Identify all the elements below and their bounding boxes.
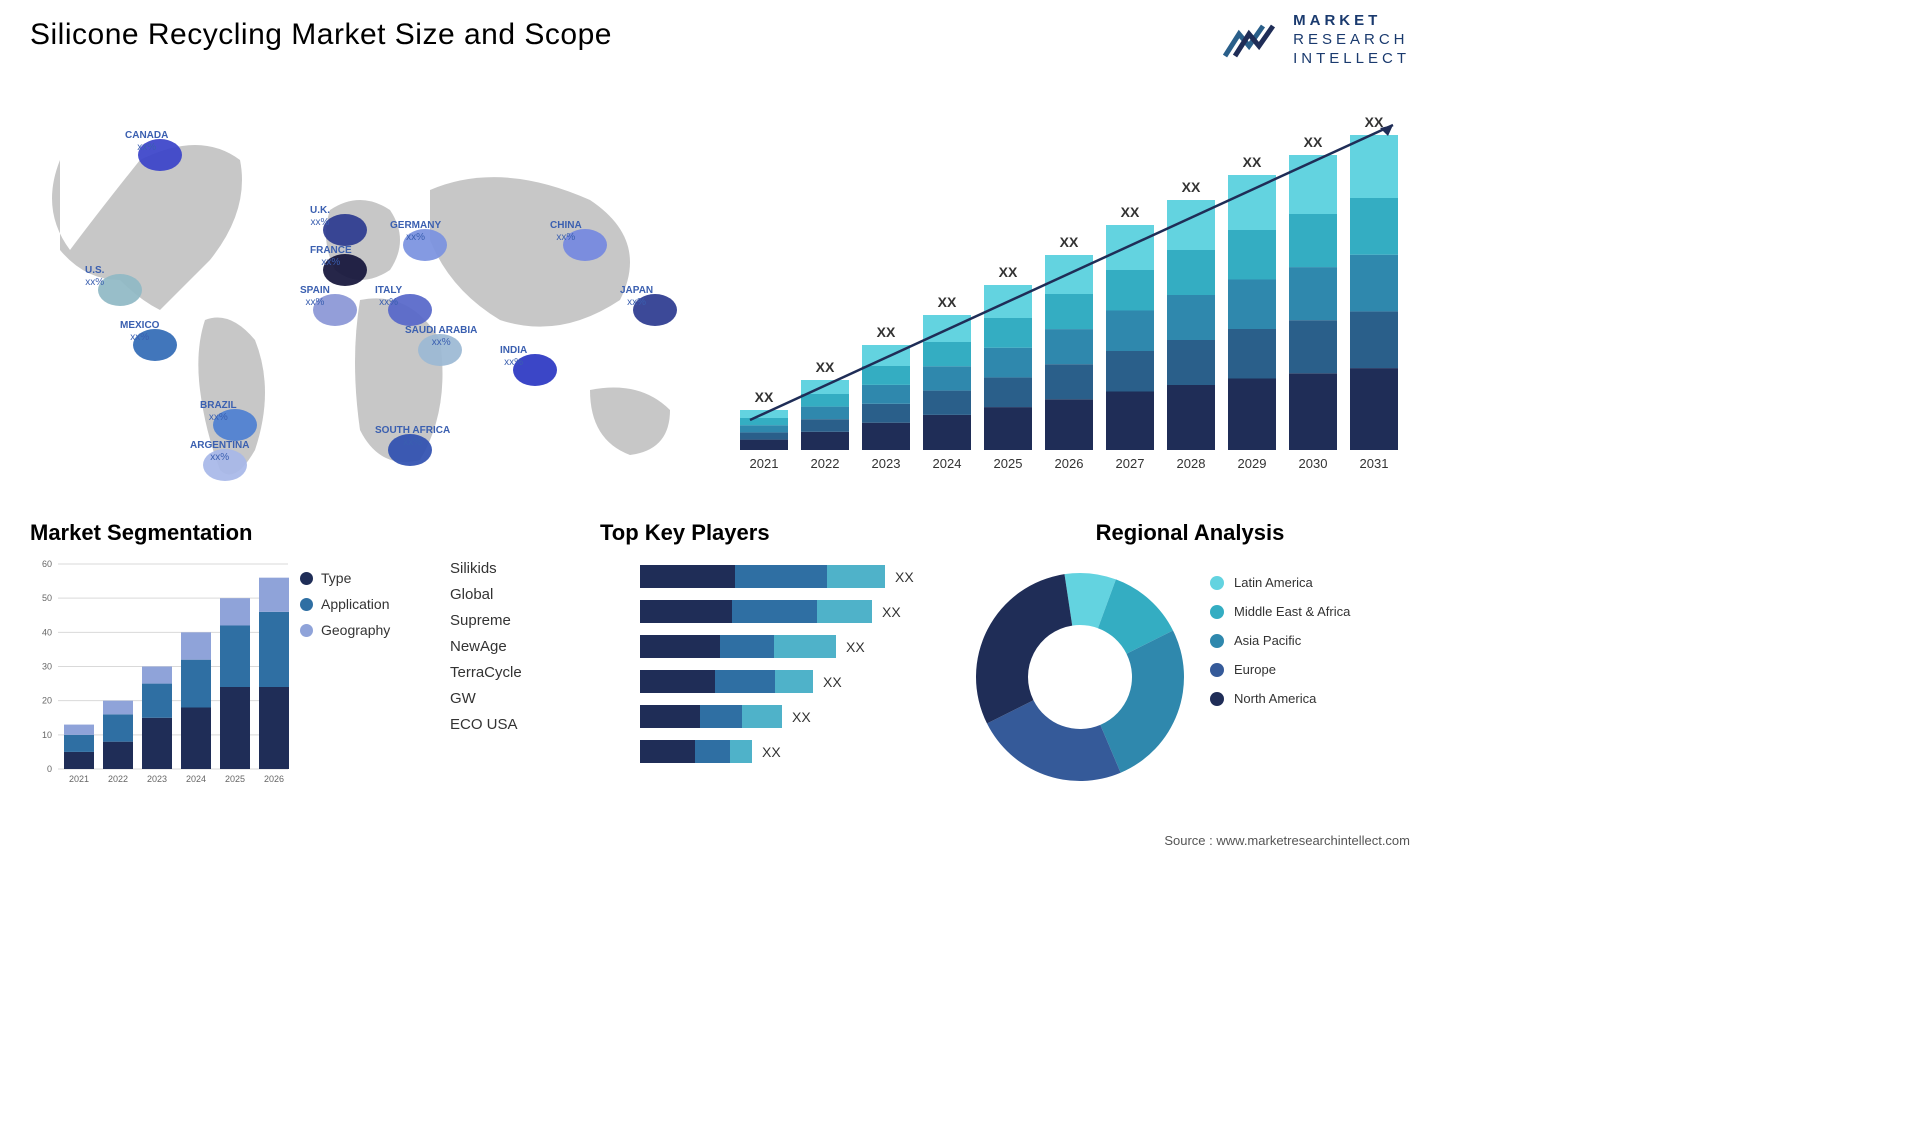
svg-text:30: 30	[42, 662, 52, 672]
kp-bar-row: XX	[640, 635, 940, 658]
map-label-southafrica: SOUTH AFRICAxx%	[375, 425, 450, 449]
svg-text:XX: XX	[755, 389, 774, 405]
main-bar-chart: XX 2021 XX 2022 XX 2023 XX 2024 XX 2025 XX 2026 XX 20…	[730, 100, 1410, 480]
svg-text:2024: 2024	[933, 456, 962, 471]
kp-bar-row: XX	[640, 740, 940, 763]
svg-text:2030: 2030	[1299, 456, 1328, 471]
svg-text:XX: XX	[1121, 204, 1140, 220]
logo-line3: INTELLECT	[1293, 50, 1410, 69]
segmentation-title: Market Segmentation	[30, 520, 450, 546]
svg-text:2025: 2025	[225, 774, 245, 784]
kp-bar-row: XX	[640, 670, 940, 693]
svg-text:XX: XX	[877, 324, 896, 340]
kp-list-item: NewAge	[450, 638, 522, 655]
svg-text:20: 20	[42, 696, 52, 706]
segmentation-legend: Type Application Geography	[300, 570, 390, 648]
kp-list-item: TerraCycle	[450, 664, 522, 681]
key-players-region: Top Key Players SilikidsGlobalSupremeNew…	[450, 520, 940, 546]
svg-text:XX: XX	[938, 294, 957, 310]
kp-bar-row: XX	[640, 705, 940, 728]
map-label-uk: U.K.xx%	[310, 205, 330, 229]
regional-title: Regional Analysis	[970, 520, 1410, 546]
logo: MARKET RESEARCH INTELLECT	[1223, 12, 1410, 68]
svg-text:2024: 2024	[186, 774, 206, 784]
regional-legend-item: Asia Pacific	[1210, 633, 1350, 648]
svg-text:60: 60	[42, 559, 52, 569]
seg-legend-item: Type	[300, 570, 390, 586]
regional-legend-item: Middle East & Africa	[1210, 604, 1350, 619]
svg-text:0: 0	[47, 764, 52, 774]
regional-legend-item: Latin America	[1210, 575, 1350, 590]
logo-line1: MARKET	[1293, 12, 1410, 31]
map-label-brazil: BRAZILxx%	[200, 400, 237, 424]
map-label-japan: JAPANxx%	[620, 285, 653, 309]
svg-text:2023: 2023	[147, 774, 167, 784]
svg-text:40: 40	[42, 627, 52, 637]
svg-text:XX: XX	[999, 264, 1018, 280]
svg-text:XX: XX	[1243, 154, 1262, 170]
map-label-spain: SPAINxx%	[300, 285, 330, 309]
kp-list-item: Global	[450, 586, 522, 603]
map-label-france: FRANCExx%	[310, 245, 352, 269]
svg-text:2023: 2023	[872, 456, 901, 471]
world-map-region: CANADAxx% U.S.xx% MEXICOxx% BRAZILxx% ARGENT…	[30, 90, 710, 490]
source-text: Source : www.marketresearchintellect.com	[1164, 833, 1410, 848]
map-label-mexico: MEXICOxx%	[120, 320, 159, 344]
regional-donut	[970, 565, 1190, 785]
regional-legend: Latin America Middle East & Africa Asia Pa…	[1210, 575, 1350, 720]
svg-text:XX: XX	[1304, 134, 1323, 150]
map-label-germany: GERMANYxx%	[390, 220, 441, 244]
logo-icon	[1223, 18, 1283, 62]
regional-legend-item: North America	[1210, 691, 1350, 706]
svg-text:50: 50	[42, 593, 52, 603]
svg-text:2025: 2025	[994, 456, 1023, 471]
svg-text:XX: XX	[816, 359, 835, 375]
logo-line2: RESEARCH	[1293, 31, 1410, 50]
kp-list-item: GW	[450, 690, 522, 707]
seg-legend-item: Application	[300, 596, 390, 612]
regional-region: Regional Analysis Latin AmericaMiddle Ea…	[970, 520, 1410, 546]
svg-text:2021: 2021	[750, 456, 779, 471]
svg-text:XX: XX	[1365, 114, 1384, 130]
key-players-title: Top Key Players	[600, 520, 940, 546]
svg-text:2026: 2026	[1055, 456, 1084, 471]
seg-legend-item: Geography	[300, 622, 390, 638]
kp-bar-row: XX	[640, 565, 940, 588]
map-label-argentina: ARGENTINAxx%	[190, 440, 249, 464]
segmentation-chart: 0 10 20 30 40 50 60 2021 2022 2023 2024 2025 2026	[30, 554, 290, 789]
map-label-us: U.S.xx%	[85, 265, 104, 289]
map-label-china: CHINAxx%	[550, 220, 582, 244]
kp-list-item: Silikids	[450, 560, 522, 577]
kp-list-item: Supreme	[450, 612, 522, 629]
map-label-saudiarabia: SAUDI ARABIAxx%	[405, 325, 477, 349]
page-title: Silicone Recycling Market Size and Scope	[30, 18, 612, 52]
svg-text:XX: XX	[1182, 179, 1201, 195]
svg-text:2031: 2031	[1360, 456, 1389, 471]
key-players-list: Silikids Global Supreme NewAge TerraCycle GW E…	[450, 560, 522, 742]
map-label-india: INDIAxx%	[500, 345, 527, 369]
svg-text:2022: 2022	[108, 774, 128, 784]
map-label-italy: ITALYxx%	[375, 285, 402, 309]
svg-text:10: 10	[42, 730, 52, 740]
map-label-canada: CANADAxx%	[125, 130, 168, 154]
svg-text:2021: 2021	[69, 774, 89, 784]
regional-legend-item: Europe	[1210, 662, 1350, 677]
svg-text:XX: XX	[1060, 234, 1079, 250]
svg-text:2027: 2027	[1116, 456, 1145, 471]
kp-list-item: ECO USA	[450, 716, 522, 733]
segmentation-region: Market Segmentation 0 10 20 30 40 50 60 2021 202…	[30, 520, 450, 789]
svg-text:2029: 2029	[1238, 456, 1267, 471]
kp-bar-row: XX	[640, 600, 940, 623]
svg-text:2028: 2028	[1177, 456, 1206, 471]
svg-text:2022: 2022	[811, 456, 840, 471]
svg-text:2026: 2026	[264, 774, 284, 784]
key-players-bars: XX XX XX XX XX XX	[640, 565, 940, 775]
